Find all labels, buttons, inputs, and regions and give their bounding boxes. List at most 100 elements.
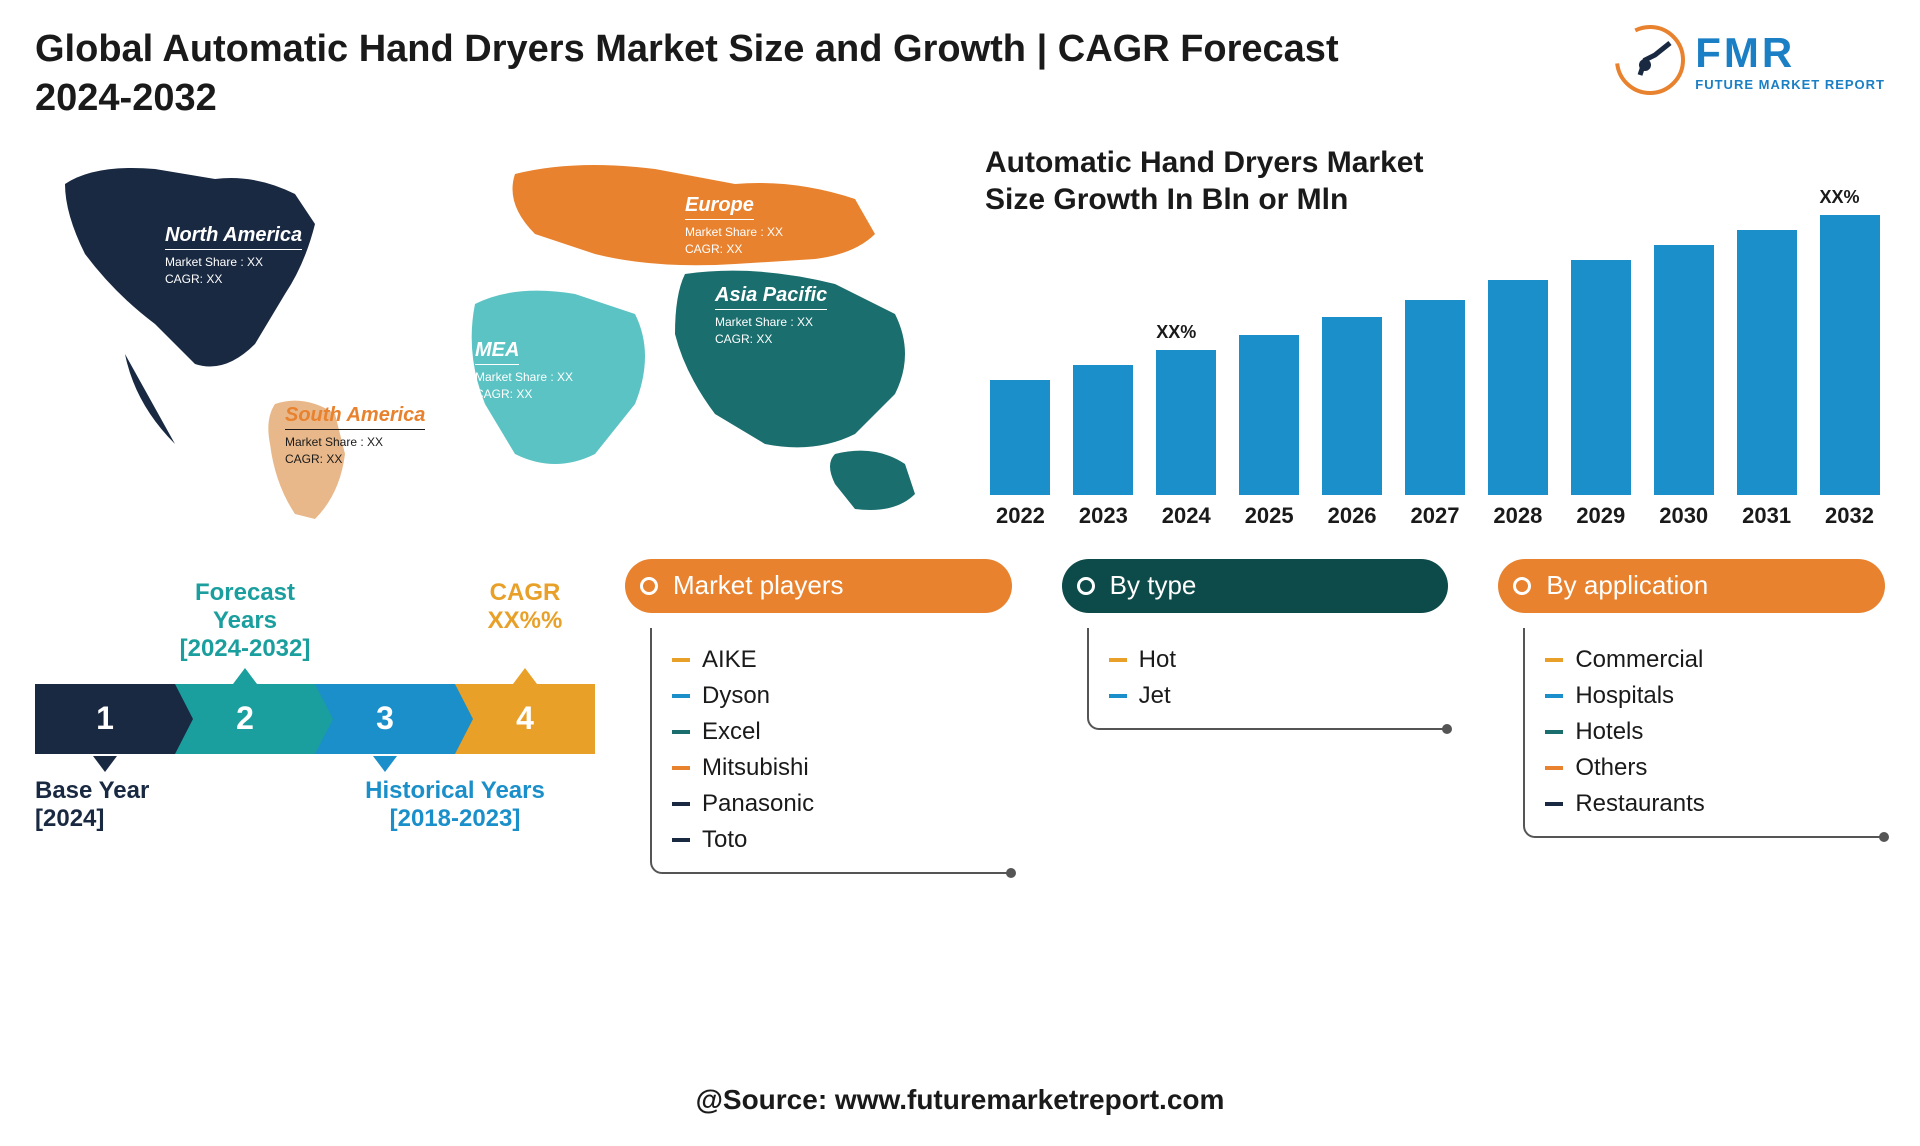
bar <box>1488 280 1548 495</box>
region-name: Europe <box>685 194 754 220</box>
tick-icon <box>1109 658 1127 662</box>
region-share: Market Share : XX <box>165 254 302 271</box>
arrow-up-icon <box>513 668 537 684</box>
header: Global Automatic Hand Dryers Market Size… <box>35 25 1885 124</box>
item-label: Dyson <box>702 682 770 710</box>
item-label: Excel <box>702 718 761 746</box>
item-label: Others <box>1575 754 1647 782</box>
region-share: Market Share : XX <box>285 434 425 451</box>
bar <box>1571 260 1631 495</box>
item-label: Hot <box>1139 646 1176 674</box>
arrow-up-icon <box>233 668 257 684</box>
logo-text: FMR FUTURE MARKET REPORT <box>1695 29 1885 92</box>
region-north-america: North America Market Share : XX CAGR: XX <box>165 224 302 288</box>
bar-col: XX%2032 <box>1814 215 1885 529</box>
bar-year: 2024 <box>1162 503 1211 529</box>
category-header: Market players <box>625 559 1012 613</box>
item-label: AIKE <box>702 646 757 674</box>
base-year: Base Year [2024] <box>35 777 259 833</box>
region-share: Market Share : XX <box>475 369 573 386</box>
category-list: Commercial Hospitals Hotels Others Restauran… <box>1523 628 1885 838</box>
timeline-seg-1: 1 <box>35 684 175 754</box>
bar-col: 2023 <box>1068 365 1139 529</box>
item-label: Mitsubishi <box>702 754 809 782</box>
bar <box>1073 365 1133 495</box>
category-col: Market players AIKE Dyson Excel Mitsubishi Pa… <box>625 559 1012 874</box>
region-cagr: CAGR: XX <box>285 451 425 468</box>
logo-sub: FUTURE MARKET REPORT <box>1695 77 1885 92</box>
bar-year: 2022 <box>996 503 1045 529</box>
base-label: Base Year <box>35 777 259 805</box>
list-item: Hotels <box>1545 718 1885 746</box>
category-header: By application <box>1498 559 1885 613</box>
bar <box>1239 335 1299 495</box>
region-cagr: CAGR: XX <box>475 386 573 403</box>
bar <box>990 380 1050 495</box>
bar-col: XX%2024 <box>1151 350 1222 529</box>
bottom-section: Forecast Years [2024-2032] CAGR XX%% 1 2… <box>35 559 1885 874</box>
region-south-america: South America Market Share : XX CAGR: XX <box>285 404 425 468</box>
bar <box>1405 300 1465 495</box>
tick-icon <box>1545 658 1563 662</box>
cagr-label: CAGR XX%% <box>455 579 595 663</box>
timeline-bar: 1 2 3 4 <box>35 684 595 754</box>
tick-icon <box>1545 802 1563 806</box>
cagr-text: CAGR <box>455 579 595 607</box>
hist-range: [2018-2023] <box>315 805 595 833</box>
arrow-down-icon <box>93 756 117 772</box>
base-range: [2024] <box>35 805 259 833</box>
bar-year: 2027 <box>1411 503 1460 529</box>
arrow-down-icon <box>373 756 397 772</box>
bar-year: 2030 <box>1659 503 1708 529</box>
timeline: Forecast Years [2024-2032] CAGR XX%% 1 2… <box>35 559 595 833</box>
category-col: By type Hot Jet <box>1062 559 1449 874</box>
region-name: Asia Pacific <box>715 284 827 310</box>
list-item: Dyson <box>672 682 1012 710</box>
region-name: South America <box>285 404 425 430</box>
list-item: Commercial <box>1545 646 1885 674</box>
logo-main: FMR <box>1695 29 1885 77</box>
timeline-seg-2: 2 <box>175 684 315 754</box>
cagr-value: XX%% <box>455 607 595 635</box>
bar-chart: 2022 2023 XX%20242025 2026 2027 2028 2029 2030 2… <box>985 229 1885 529</box>
category-title: By type <box>1110 570 1197 601</box>
item-label: Hospitals <box>1575 682 1674 710</box>
bar-col: 2027 <box>1400 300 1471 529</box>
bar-col: 2030 <box>1648 245 1719 529</box>
region-cagr: CAGR: XX <box>715 331 827 348</box>
list-item: Others <box>1545 754 1885 782</box>
chart-title: Automatic Hand Dryers Market Size Growth… <box>985 144 1485 219</box>
list-item: Toto <box>672 826 1012 854</box>
tick-icon <box>1109 694 1127 698</box>
bullet-icon <box>640 577 658 595</box>
category-list: Hot Jet <box>1087 628 1449 730</box>
bar-year: 2028 <box>1493 503 1542 529</box>
bar-year: 2023 <box>1079 503 1128 529</box>
top-section: North America Market Share : XX CAGR: XX… <box>35 144 1885 529</box>
category-col: By application Commercial Hospitals Hotels O… <box>1498 559 1885 874</box>
region-share: Market Share : XX <box>715 314 827 331</box>
category-title: By application <box>1546 570 1708 601</box>
category-title: Market players <box>673 570 844 601</box>
bar <box>1322 317 1382 495</box>
item-label: Toto <box>702 826 747 854</box>
bar <box>1654 245 1714 495</box>
bullet-icon <box>1077 577 1095 595</box>
list-item: AIKE <box>672 646 1012 674</box>
bar-year: 2031 <box>1742 503 1791 529</box>
bar-annotation: XX% <box>1820 187 1860 208</box>
bar-col: 2031 <box>1731 230 1802 529</box>
tick-icon <box>672 730 690 734</box>
item-label: Panasonic <box>702 790 814 818</box>
list-item: Hot <box>1109 646 1449 674</box>
bar-year: 2029 <box>1576 503 1625 529</box>
list-item: Jet <box>1109 682 1449 710</box>
bullet-icon <box>1513 577 1531 595</box>
list-item: Restaurants <box>1545 790 1885 818</box>
item-label: Jet <box>1139 682 1171 710</box>
bar-col: 2025 <box>1234 335 1305 529</box>
item-label: Restaurants <box>1575 790 1704 818</box>
bar-year: 2026 <box>1328 503 1377 529</box>
source-text: @Source: www.futuremarketreport.com <box>696 1084 1225 1116</box>
bar <box>1737 230 1797 495</box>
